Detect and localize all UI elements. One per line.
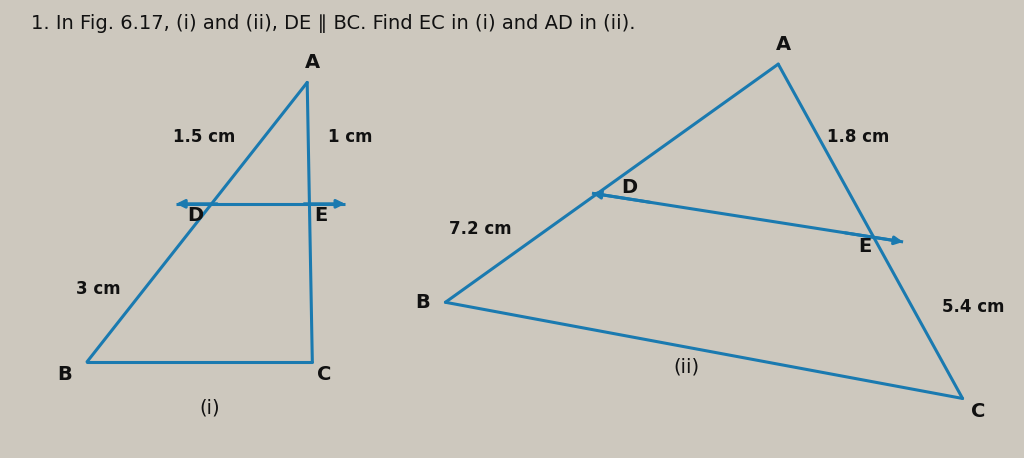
- Text: 5.4 cm: 5.4 cm: [942, 298, 1005, 316]
- Text: D: D: [187, 206, 204, 225]
- Text: C: C: [971, 402, 985, 421]
- Text: B: B: [57, 365, 72, 384]
- Text: 3 cm: 3 cm: [76, 279, 121, 298]
- Text: (ii): (ii): [673, 357, 699, 376]
- Text: B: B: [416, 293, 430, 312]
- Text: (i): (i): [200, 398, 220, 417]
- Text: 1 cm: 1 cm: [328, 128, 372, 147]
- Text: 1.5 cm: 1.5 cm: [173, 128, 236, 147]
- Text: A: A: [305, 54, 319, 72]
- Text: 1.8 cm: 1.8 cm: [827, 128, 890, 147]
- Text: C: C: [317, 365, 332, 384]
- Text: E: E: [314, 206, 328, 225]
- Text: D: D: [621, 178, 637, 197]
- Text: E: E: [858, 237, 871, 256]
- Text: 1. In Fig. 6.17, (i) and (ii), DE ∥ BC. Find EC in (i) and AD in (ii).: 1. In Fig. 6.17, (i) and (ii), DE ∥ BC. …: [31, 14, 635, 33]
- Text: 7.2 cm: 7.2 cm: [450, 220, 512, 238]
- Text: A: A: [776, 35, 791, 54]
